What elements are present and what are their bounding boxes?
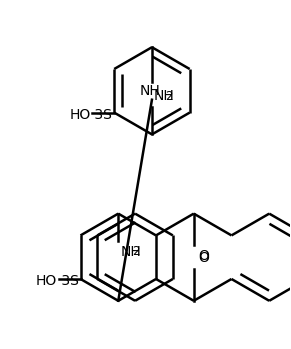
Text: O: O [199, 251, 210, 265]
Text: 3S: 3S [57, 274, 79, 288]
Text: NH: NH [120, 245, 141, 259]
Text: HO: HO [36, 274, 57, 288]
Text: 2: 2 [165, 90, 173, 103]
Text: O: O [199, 249, 210, 263]
Text: NH: NH [154, 89, 175, 103]
Text: 2: 2 [132, 245, 139, 258]
Text: HO: HO [69, 107, 91, 121]
Text: 3S: 3S [91, 107, 112, 121]
Text: NH: NH [140, 84, 160, 98]
